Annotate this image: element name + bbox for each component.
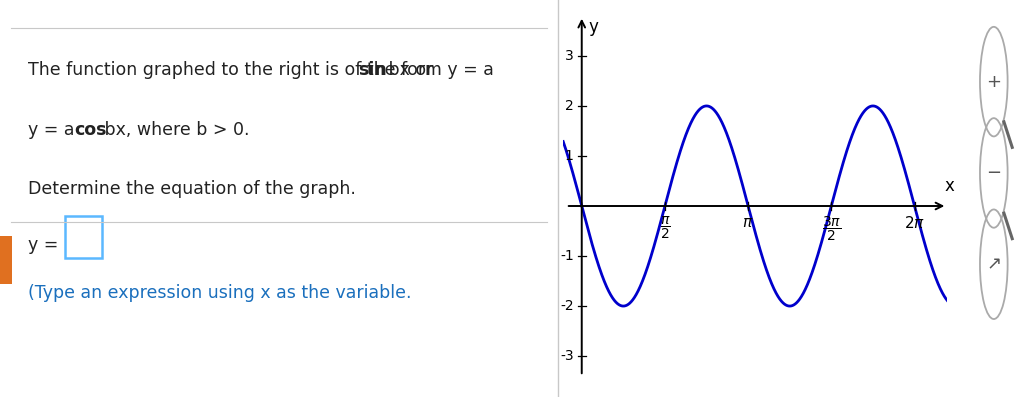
Text: The function graphed to the right is of the form y = a: The function graphed to the right is of …	[28, 62, 500, 79]
Text: bx or: bx or	[383, 62, 434, 79]
Text: (Type an expression using x as the variable.: (Type an expression using x as the varia…	[28, 284, 412, 302]
Text: Determine the equation of the graph.: Determine the equation of the graph.	[28, 181, 355, 198]
Text: x: x	[944, 177, 954, 195]
Text: −: −	[986, 164, 1001, 182]
Text: 1: 1	[565, 149, 573, 163]
Text: -2: -2	[560, 299, 573, 313]
Text: 2: 2	[565, 99, 573, 113]
Text: bx, where b > 0.: bx, where b > 0.	[98, 121, 249, 139]
Text: -1: -1	[560, 249, 573, 263]
Text: $\pi$: $\pi$	[742, 215, 754, 230]
Text: 3: 3	[565, 49, 573, 63]
Text: y =: y =	[28, 236, 63, 254]
Text: sin: sin	[358, 62, 387, 79]
Text: y: y	[588, 18, 598, 37]
Text: y = a: y = a	[28, 121, 80, 139]
Bar	[0, 236, 12, 284]
Text: $\dfrac{\pi}{2}$: $\dfrac{\pi}{2}$	[659, 215, 671, 241]
Text: cos: cos	[74, 121, 106, 139]
Text: +: +	[986, 73, 1001, 91]
Text: -3: -3	[560, 349, 573, 363]
Text: ↗: ↗	[986, 255, 1001, 273]
FancyBboxPatch shape	[66, 216, 101, 258]
Text: $2\pi$: $2\pi$	[904, 215, 925, 231]
Text: $\dfrac{3\pi}{2}$: $\dfrac{3\pi}{2}$	[821, 215, 841, 243]
